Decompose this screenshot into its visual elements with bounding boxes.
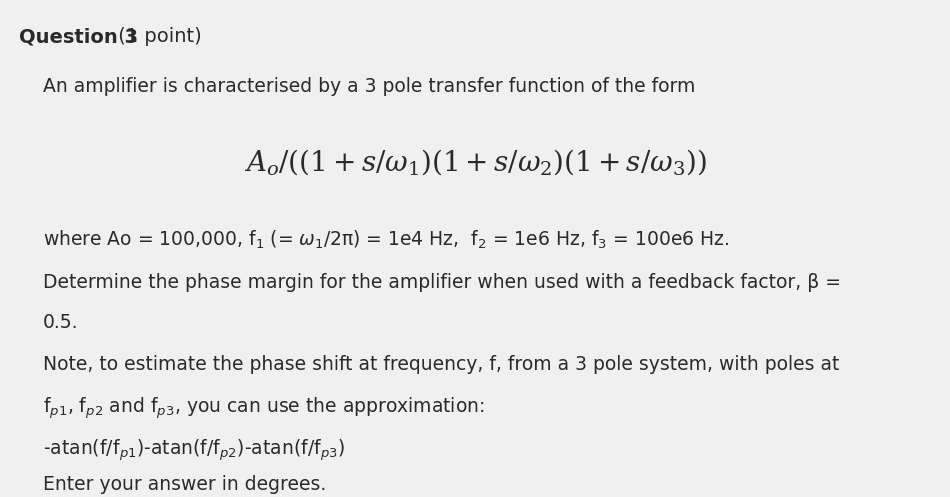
Text: Enter your answer in degrees.: Enter your answer in degrees. bbox=[43, 475, 326, 494]
Text: f$_{p1}$, f$_{p2}$ and f$_{p3}$, you can use the approximation:: f$_{p1}$, f$_{p2}$ and f$_{p3}$, you can… bbox=[43, 395, 484, 420]
Text: Note, to estimate the phase shift at frequency, f, from a 3 pole system, with po: Note, to estimate the phase shift at fre… bbox=[43, 355, 839, 374]
Text: 0.5.: 0.5. bbox=[43, 313, 78, 332]
Text: -atan(f/f$_{p1}$)-atan(f/f$_{p2}$)-atan(f/f$_{p3}$): -atan(f/f$_{p1}$)-atan(f/f$_{p2}$)-atan(… bbox=[43, 437, 345, 463]
Text: $A_o/((1+s/\omega_1)(1+s/\omega_2)(1+s/\omega_3))$: $A_o/((1+s/\omega_1)(1+s/\omega_2)(1+s/\… bbox=[244, 147, 706, 176]
Text: An amplifier is characterised by a 3 pole transfer function of the form: An amplifier is characterised by a 3 pol… bbox=[43, 77, 695, 96]
Text: Question 3: Question 3 bbox=[19, 27, 138, 46]
Text: where Ao = 100,000, f$_1$ (= $\omega_1$/2π) = 1e4 Hz,  f$_2$ = 1e6 Hz, f$_3$ = 1: where Ao = 100,000, f$_1$ (= $\omega_1$/… bbox=[43, 229, 730, 251]
Text: Determine the phase margin for the amplifier when used with a feedback factor, β: Determine the phase margin for the ampli… bbox=[43, 273, 841, 292]
Text: (1 point): (1 point) bbox=[112, 27, 201, 46]
